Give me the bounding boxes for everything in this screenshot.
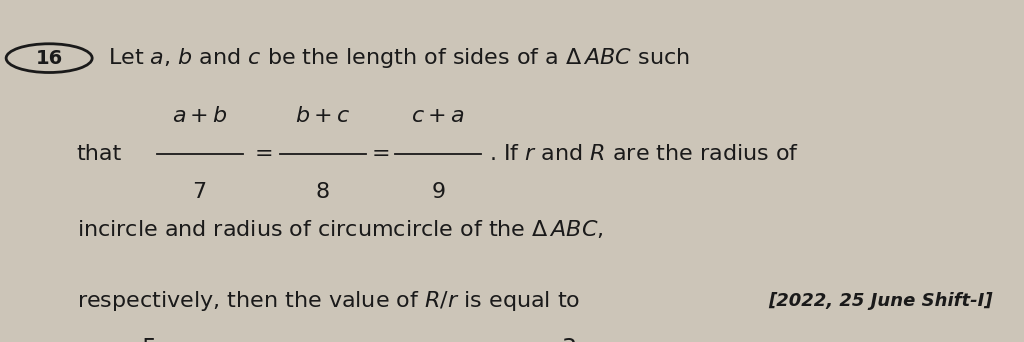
Text: 7: 7 — [193, 182, 207, 201]
Text: incircle and radius of circumcircle of the $\Delta\,ABC$,: incircle and radius of circumcircle of t… — [77, 218, 603, 240]
Text: [2022, 25 June Shift-I]: [2022, 25 June Shift-I] — [769, 292, 993, 310]
Text: . If $r$ and $R$ are the radius of: . If $r$ and $R$ are the radius of — [489, 144, 800, 164]
Text: 9: 9 — [431, 182, 445, 201]
Text: =: = — [372, 144, 390, 164]
Text: =: = — [255, 144, 273, 164]
Text: $a+b$: $a+b$ — [172, 106, 227, 126]
Text: 16: 16 — [36, 49, 62, 68]
Text: $b+c$: $b+c$ — [295, 106, 350, 126]
Text: 5: 5 — [141, 337, 156, 342]
Text: 8: 8 — [315, 182, 330, 201]
Text: Let $a$, $b$ and $c$ be the length of sides of a $\Delta\,ABC$ such: Let $a$, $b$ and $c$ be the length of si… — [108, 46, 689, 70]
Text: 3: 3 — [561, 337, 575, 342]
Text: that: that — [77, 144, 122, 164]
Text: $c+a$: $c+a$ — [412, 106, 465, 126]
Text: respectively, then the value of $R/r$ is equal to: respectively, then the value of $R/r$ is… — [77, 289, 581, 313]
